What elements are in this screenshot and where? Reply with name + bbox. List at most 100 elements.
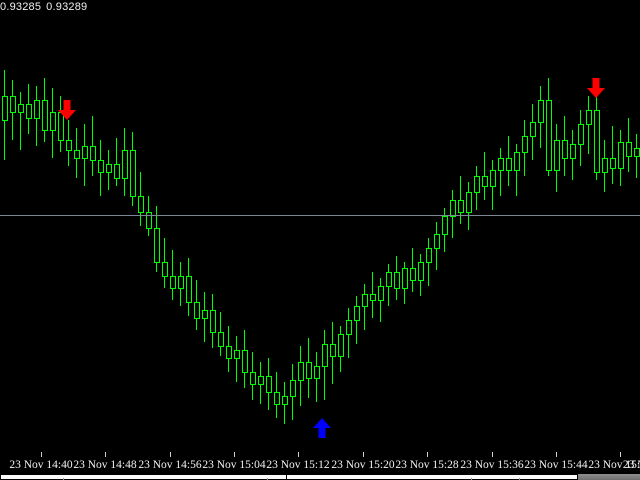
price-quote-readout: 0.93285 0.93289 xyxy=(0,1,92,14)
candle-body xyxy=(514,152,520,171)
candle-body xyxy=(186,276,192,303)
candle-body xyxy=(34,100,40,119)
time-axis-label: 23 Nov 15:04 xyxy=(202,459,266,471)
time-axis-tick xyxy=(427,452,428,457)
candle-body xyxy=(610,158,616,169)
time-axis-label: 23 Nov xyxy=(622,459,640,471)
time-axis-tick xyxy=(556,452,557,457)
time-axis-tick xyxy=(620,452,621,457)
background-window-scrollbar[interactable] xyxy=(578,474,640,480)
candle-body xyxy=(98,160,104,173)
candle-body xyxy=(562,140,568,159)
candle-body xyxy=(130,150,136,197)
time-axis-tick xyxy=(105,452,106,457)
candle-body xyxy=(442,216,448,235)
candle-body xyxy=(538,100,544,123)
candle-body xyxy=(42,100,48,131)
candle-body xyxy=(402,268,408,289)
candle-body xyxy=(450,200,456,217)
candle-body xyxy=(530,122,536,137)
candle-body xyxy=(626,142,632,157)
candle-body xyxy=(234,350,240,359)
candle-body xyxy=(522,136,528,153)
candle-body xyxy=(394,272,400,289)
candle-body xyxy=(386,272,392,287)
candle-body xyxy=(202,310,208,319)
candle-body xyxy=(122,150,128,179)
candle-body xyxy=(466,192,472,213)
time-axis-label: 23 Nov 14:56 xyxy=(138,459,202,471)
time-axis-label: 23 Nov 15:28 xyxy=(395,459,459,471)
candle-body xyxy=(482,176,488,187)
candle-body xyxy=(586,110,592,125)
time-axis-tick xyxy=(363,452,364,457)
candle-body xyxy=(250,372,256,385)
buy-signal-arrow-icon[interactable] xyxy=(312,418,332,439)
time-axis-tick xyxy=(298,452,299,457)
candlestick-plot-area[interactable] xyxy=(0,0,640,452)
candle-body xyxy=(306,362,312,379)
candle-body xyxy=(90,146,96,161)
candle-body xyxy=(266,376,272,393)
candle-body xyxy=(106,164,112,173)
candle-body xyxy=(346,320,352,335)
candle-body xyxy=(162,262,168,277)
candle-body xyxy=(330,344,336,357)
candle-body xyxy=(602,158,608,173)
time-axis-tick xyxy=(170,452,171,457)
candle-body xyxy=(290,380,296,397)
candle-body xyxy=(618,142,624,169)
sell-signal-arrow-icon[interactable] xyxy=(57,100,77,121)
candle-body xyxy=(418,262,424,281)
candle-body xyxy=(634,148,640,157)
ask-price: 0.93289 xyxy=(46,1,88,13)
candle-body xyxy=(114,164,120,179)
time-axis-label: 23 Nov 15:36 xyxy=(460,459,524,471)
horizontal-level-line[interactable] xyxy=(0,215,640,216)
time-axis-tick xyxy=(492,452,493,457)
candle-body xyxy=(378,286,384,301)
candle-body xyxy=(370,294,376,301)
candle-body xyxy=(298,362,304,381)
time-axis-tick xyxy=(234,452,235,457)
background-windows-strip xyxy=(0,474,640,480)
time-axis-tick xyxy=(41,452,42,457)
candlestick-series xyxy=(2,70,640,424)
candle-body xyxy=(570,144,576,159)
candle-body xyxy=(178,276,184,289)
candle-body xyxy=(490,170,496,187)
candle-body xyxy=(154,228,160,263)
candle-body xyxy=(498,158,504,171)
candle-body xyxy=(10,96,16,113)
time-axis-label: 23 Nov 15:20 xyxy=(331,459,395,471)
candle-body xyxy=(170,276,176,289)
candle-body xyxy=(218,332,224,347)
candle-body xyxy=(138,196,144,213)
candle-body xyxy=(18,104,24,113)
candle-body xyxy=(282,396,288,405)
candle-body xyxy=(194,302,200,319)
sell-signal-arrow-icon[interactable] xyxy=(586,78,606,99)
candle-body xyxy=(210,310,216,333)
candle-body xyxy=(2,96,8,121)
candle-body xyxy=(322,344,328,367)
time-axis-label: 23 Nov 14:48 xyxy=(73,459,137,471)
candle-body xyxy=(50,112,56,131)
candle-body xyxy=(578,124,584,145)
time-axis-label: 23 Nov 15:44 xyxy=(524,459,588,471)
candle-body xyxy=(226,346,232,359)
candle-body xyxy=(66,140,72,151)
candle-body xyxy=(82,146,88,159)
time-axis-ticks xyxy=(0,452,640,457)
candle-body xyxy=(458,200,464,213)
time-axis-label: 23 Nov 14:40 xyxy=(9,459,73,471)
candle-body xyxy=(314,366,320,379)
candle-body xyxy=(362,294,368,307)
candle-body xyxy=(26,104,32,119)
candle-body xyxy=(338,334,344,357)
candle-body xyxy=(242,350,248,373)
candle-body xyxy=(554,140,560,171)
candle-body xyxy=(146,212,152,229)
background-window-right[interactable] xyxy=(286,474,578,480)
